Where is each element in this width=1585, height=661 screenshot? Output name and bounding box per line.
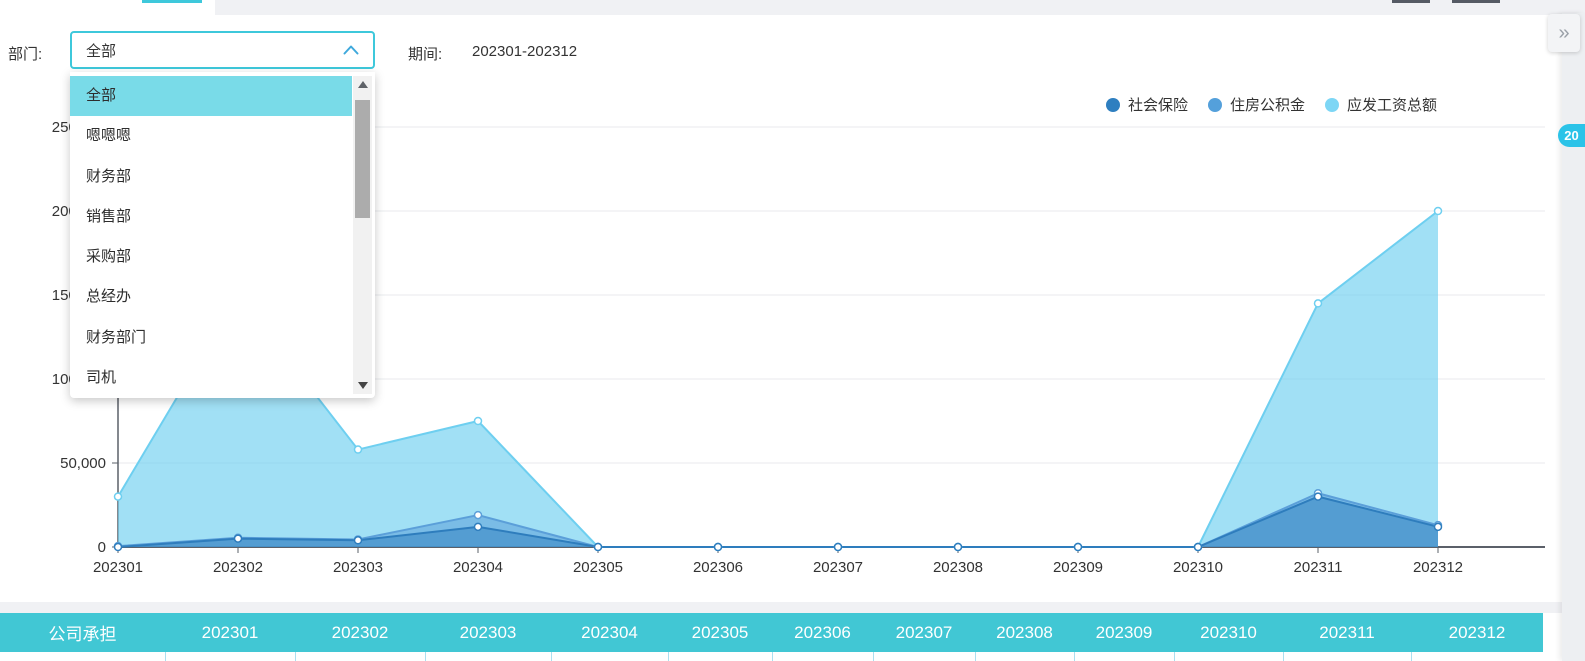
- table-cell-separator: [975, 652, 976, 661]
- department-selected-value: 全部: [86, 42, 117, 60]
- clipped-top-content: [1452, 0, 1500, 3]
- chevron-up-icon: [343, 45, 359, 55]
- svg-text:0: 0: [98, 539, 106, 556]
- table-header-row: 公司承担 202301 202302 202303 202304 202305 202306…: [0, 613, 1543, 652]
- table-cell-separator: [1174, 652, 1175, 661]
- table-cell-separator: [551, 652, 552, 661]
- dropdown-item[interactable]: 财务部门: [86, 328, 147, 346]
- table-cell-separator: [772, 652, 773, 661]
- period-label: 期间:: [408, 46, 443, 63]
- table-header-period: 202307: [895, 622, 953, 642]
- table-header-period: 202306: [794, 622, 851, 642]
- chart-legend: 社会保险 住房公积金 应发工资总额: [1105, 94, 1437, 115]
- side-badge: 20: [1558, 124, 1585, 147]
- svg-text:202312: 202312: [1413, 559, 1463, 576]
- svg-text:202309: 202309: [1053, 559, 1103, 576]
- department-dropdown: 全部嗯嗯嗯财务部销售部采购部总经办财务部门司机: [70, 72, 375, 398]
- table-cell-separator: [1283, 652, 1284, 661]
- svg-text:202302: 202302: [213, 559, 263, 576]
- table-header-period: 202309: [1095, 622, 1153, 642]
- clipped-top-content: [1392, 0, 1430, 3]
- dropdown-item[interactable]: 嗯嗯嗯: [86, 127, 132, 145]
- legend-item[interactable]: 住房公积金: [1207, 94, 1305, 115]
- svg-text:202311: 202311: [1294, 559, 1343, 576]
- table-header-period: 202304: [581, 622, 638, 642]
- department-dropdown-list: 全部嗯嗯嗯财务部销售部采购部总经办财务部门司机: [70, 76, 375, 398]
- active-tab-underline: [142, 0, 202, 3]
- dropdown-item[interactable]: 采购部: [86, 248, 132, 266]
- department-label: 部门:: [8, 46, 43, 63]
- legend-item[interactable]: 应发工资总额: [1324, 94, 1437, 115]
- table-cell-separator: [1074, 652, 1075, 661]
- table-header-period: 202303: [459, 622, 517, 642]
- legend-dot-icon: [1324, 97, 1339, 112]
- dropdown-item[interactable]: 司机: [86, 369, 117, 387]
- table-data-row-clipped: [0, 652, 1543, 661]
- salary-area-chart: 050,000100,000150,000200,000250,00020230…: [52, 115, 1545, 576]
- department-select[interactable]: 全部: [70, 31, 375, 69]
- scroll-down-icon[interactable]: [353, 377, 372, 394]
- table-cell-separator: [295, 652, 296, 661]
- dropdown-item[interactable]: 全部: [70, 76, 352, 117]
- table-top-band: [0, 602, 1585, 613]
- table-cell-separator: [668, 652, 669, 661]
- active-tab[interactable]: [110, 0, 215, 15]
- collapsed-side-panel[interactable]: [1562, 13, 1585, 661]
- legend-dot-icon: [1207, 97, 1222, 112]
- legend-label: 应发工资总额: [1346, 97, 1437, 114]
- svg-text:202310: 202310: [1173, 559, 1223, 576]
- legend-label: 住房公积金: [1229, 97, 1305, 114]
- table-header-period: 202305: [691, 622, 749, 642]
- dropdown-scrollbar[interactable]: [353, 76, 372, 394]
- table-cell-separator: [873, 652, 874, 661]
- dropdown-item[interactable]: 销售部: [86, 207, 132, 225]
- table-cell-separator: [165, 652, 166, 661]
- legend-dot-icon: [1105, 97, 1120, 112]
- table-header-company-borne: 公司承担: [48, 625, 117, 644]
- svg-text:202303: 202303: [333, 559, 383, 576]
- table-header-period: 202310: [1200, 622, 1257, 642]
- table-header-period: 202311: [1319, 622, 1375, 642]
- top-tab-bar-inactive-area: [215, 0, 1585, 15]
- legend-item[interactable]: 社会保险: [1105, 94, 1188, 115]
- svg-text:50,000: 50,000: [60, 455, 106, 472]
- table-cell-separator: [1411, 652, 1412, 661]
- svg-text:202305: 202305: [573, 559, 623, 576]
- dropdown-item[interactable]: 总经办: [86, 288, 132, 306]
- table-header-period: 202302: [331, 622, 389, 642]
- table-header-period: 202312: [1448, 622, 1506, 642]
- table-header-period: 202308: [996, 622, 1053, 642]
- chevron-double-right-icon[interactable]: »: [1548, 14, 1580, 52]
- svg-text:202304: 202304: [453, 559, 503, 576]
- svg-text:202308: 202308: [933, 559, 983, 576]
- dropdown-item[interactable]: 财务部: [86, 167, 132, 185]
- scrollbar-thumb[interactable]: [355, 100, 370, 218]
- table-cell-separator: [425, 652, 426, 661]
- svg-text:202301: 202301: [93, 559, 143, 576]
- period-value: 202301-202312: [472, 43, 578, 60]
- svg-text:202306: 202306: [693, 559, 743, 576]
- table-header-period: 202301: [201, 622, 259, 642]
- svg-text:202307: 202307: [813, 559, 863, 576]
- scroll-up-icon[interactable]: [353, 76, 372, 93]
- legend-label: 社会保险: [1127, 97, 1188, 114]
